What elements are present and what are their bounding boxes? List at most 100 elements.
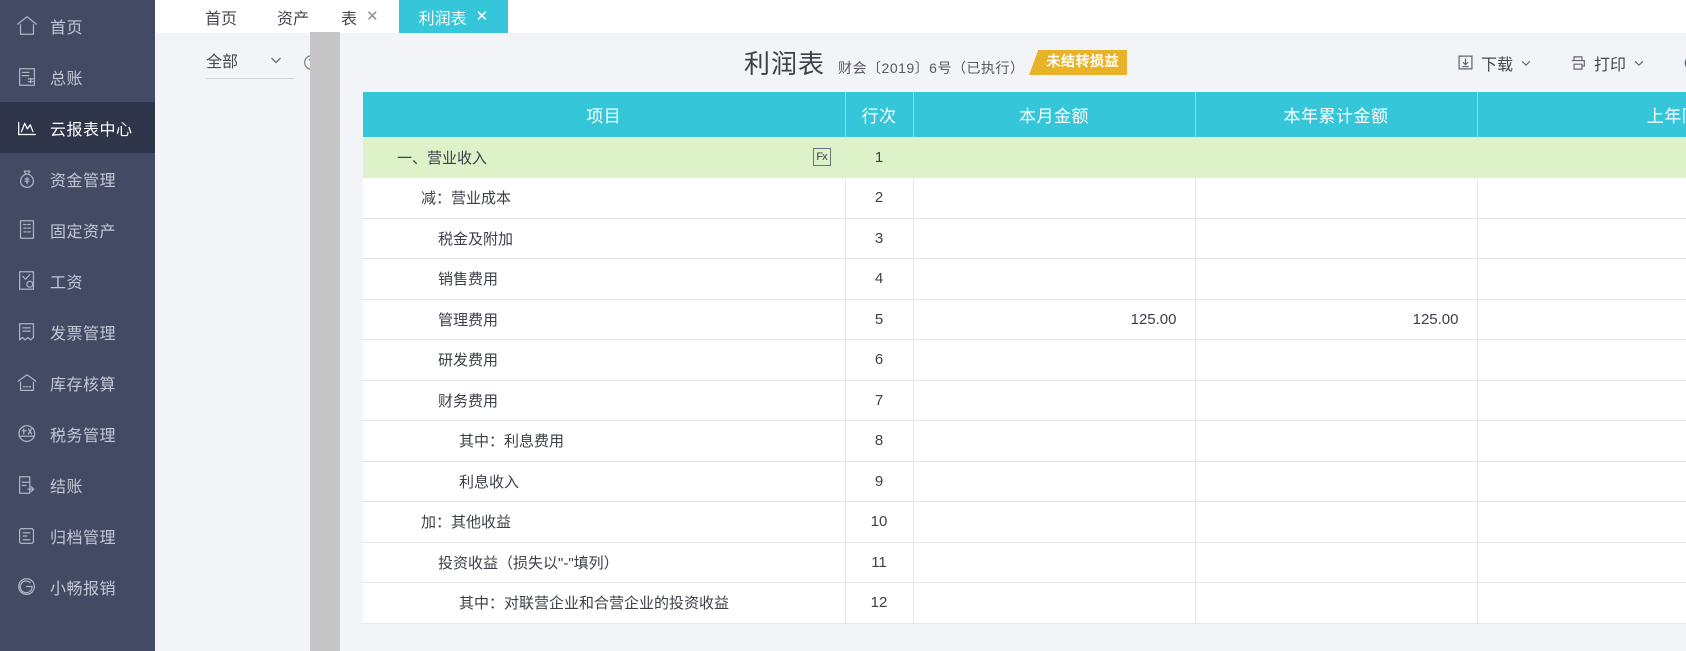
cell-item[interactable]: 管理费用: [363, 299, 846, 340]
cell-line-number[interactable]: 2: [845, 177, 914, 219]
cell-month-amount[interactable]: [913, 420, 1196, 462]
cell-month-amount[interactable]: [913, 137, 1196, 178]
cell-month-amount[interactable]: [913, 339, 1196, 381]
cell-line-number[interactable]: 8: [845, 420, 914, 462]
print-button[interactable]: 打印: [1569, 51, 1646, 75]
cell-line-number[interactable]: 11: [845, 542, 914, 583]
cell-item[interactable]: 研发费用: [363, 339, 846, 381]
table-row[interactable]: 一、营业收入 Fx 1: [363, 137, 1686, 178]
cell-item[interactable]: 减：营业成本: [363, 177, 846, 219]
report-table: 项目行次本月金额本年累计金额上年同期累计 一、营业收入Fx1减：营业成本2税金及…: [363, 92, 1686, 624]
cell-line-number[interactable]: 1: [845, 137, 914, 178]
cell-prev-year-amount[interactable]: [1477, 339, 1686, 381]
cell-prev-year-amount[interactable]: [1477, 258, 1686, 300]
table-row[interactable]: 其中：利息费用 8: [363, 420, 1686, 462]
sidebar-item-label: 固定资产: [50, 223, 117, 241]
close-icon[interactable]: ✕: [366, 8, 379, 25]
cell-line-number[interactable]: 9: [845, 461, 914, 502]
cell-year-amount[interactable]: [1195, 420, 1478, 462]
download-button[interactable]: 下载: [1457, 51, 1533, 75]
table-row[interactable]: 研发费用 6: [363, 339, 1686, 381]
cell-month-amount[interactable]: [913, 218, 1196, 259]
cell-item[interactable]: 一、营业收入 Fx: [363, 137, 846, 178]
cell-month-amount[interactable]: [913, 582, 1196, 624]
cell-year-amount[interactable]: [1195, 542, 1478, 583]
table-row[interactable]: 投资收益（损失以"-"填列） 11: [363, 542, 1686, 583]
cell-line-number[interactable]: 10: [845, 501, 914, 543]
cell-prev-year-amount[interactable]: [1477, 218, 1686, 259]
cell-year-amount[interactable]: [1195, 218, 1478, 259]
table-row[interactable]: 加：其他收益 10: [363, 501, 1686, 543]
sidebar-item-10[interactable]: 归档管理: [0, 510, 155, 561]
cell-year-amount[interactable]: [1195, 461, 1478, 502]
table-row[interactable]: 税金及附加 3: [363, 218, 1686, 259]
tab-0[interactable]: 首页: [185, 0, 257, 33]
cell-month-amount[interactable]: [913, 380, 1196, 421]
cell-month-amount[interactable]: [913, 258, 1196, 300]
table-row[interactable]: 管理费用 5 125.00 125.00: [363, 299, 1686, 340]
sidebar-item-8[interactable]: 税务管理: [0, 408, 155, 459]
sidebar-item-label: 小畅报销: [50, 580, 117, 598]
sidebar-item-1[interactable]: 总账: [0, 51, 155, 102]
cell-line-number[interactable]: 3: [845, 218, 914, 259]
cell-item[interactable]: 其中：对联营企业和合营企业的投资收益: [363, 582, 846, 624]
vertical-scrollbar[interactable]: [310, 0, 340, 651]
sidebar-item-7[interactable]: 库存核算: [0, 357, 155, 408]
sidebar-item-9[interactable]: 结账: [0, 459, 155, 510]
filter-select[interactable]: 全部: [206, 46, 294, 79]
cell-item[interactable]: 利息收入: [363, 461, 846, 502]
cell-prev-year-amount[interactable]: [1477, 461, 1686, 502]
table-row[interactable]: 减：营业成本 2: [363, 177, 1686, 219]
cell-year-amount[interactable]: [1195, 380, 1478, 421]
cell-prev-year-amount[interactable]: [1477, 299, 1686, 340]
sidebar-item-4[interactable]: 固定资产: [0, 204, 155, 255]
cell-prev-year-amount[interactable]: [1477, 177, 1686, 219]
cell-year-amount[interactable]: [1195, 582, 1478, 624]
cell-line-number[interactable]: 5: [845, 299, 914, 340]
cell-item[interactable]: 财务费用: [363, 380, 846, 421]
sidebar-item-11[interactable]: 小畅报销: [0, 561, 155, 612]
cell-year-amount[interactable]: 125.00: [1195, 299, 1478, 340]
cell-item[interactable]: 加：其他收益: [363, 501, 846, 543]
cell-prev-year-amount[interactable]: [1477, 420, 1686, 462]
cell-item[interactable]: 销售费用: [363, 258, 846, 300]
tab-2[interactable]: 利润表 ✕: [398, 0, 509, 33]
cell-prev-year-amount[interactable]: [1477, 582, 1686, 624]
cell-prev-year-amount[interactable]: [1477, 501, 1686, 543]
cell-month-amount[interactable]: 125.00: [913, 299, 1196, 340]
item-label: 一、营业收入: [397, 149, 488, 167]
table-row[interactable]: 财务费用 7: [363, 380, 1686, 421]
cell-item[interactable]: 其中：利息费用: [363, 420, 846, 462]
sidebar-item-0[interactable]: 首页: [0, 0, 155, 51]
sidebar-item-5[interactable]: 工资: [0, 255, 155, 306]
cell-month-amount[interactable]: [913, 461, 1196, 502]
close-icon[interactable]: ✕: [475, 8, 489, 25]
cell-line-number[interactable]: 4: [845, 258, 914, 300]
cell-line-number[interactable]: 12: [845, 582, 914, 624]
cell-item[interactable]: 投资收益（损失以"-"填列）: [363, 542, 846, 583]
refresh-icon[interactable]: [1682, 53, 1686, 73]
sidebar-item-6[interactable]: 发票管理: [0, 306, 155, 357]
sidebar-item-3[interactable]: 资金管理: [0, 153, 155, 204]
cell-year-amount[interactable]: [1195, 501, 1478, 543]
chevron-down-icon: [268, 52, 284, 68]
cell-month-amount[interactable]: [913, 542, 1196, 583]
cell-year-amount[interactable]: [1195, 177, 1478, 219]
cell-year-amount[interactable]: [1195, 258, 1478, 300]
cell-prev-year-amount[interactable]: [1477, 542, 1686, 583]
sidebar-item-2[interactable]: 云报表中心: [0, 102, 155, 153]
cell-prev-year-amount[interactable]: [1477, 380, 1686, 421]
cell-month-amount[interactable]: [913, 501, 1196, 543]
table-row[interactable]: 利息收入 9: [363, 461, 1686, 502]
table-row[interactable]: 其中：对联营企业和合营企业的投资收益 12: [363, 582, 1686, 624]
cell-month-amount[interactable]: [913, 177, 1196, 219]
cell-line-number[interactable]: 7: [845, 380, 914, 421]
item-label: 利息收入: [459, 473, 520, 491]
cell-year-amount[interactable]: [1195, 137, 1478, 178]
formula-icon[interactable]: Fx: [812, 148, 831, 166]
table-row[interactable]: 销售费用 4: [363, 258, 1686, 300]
cell-line-number[interactable]: 6: [845, 339, 914, 381]
cell-prev-year-amount[interactable]: [1477, 137, 1686, 178]
cell-item[interactable]: 税金及附加: [363, 218, 846, 259]
cell-year-amount[interactable]: [1195, 339, 1478, 381]
